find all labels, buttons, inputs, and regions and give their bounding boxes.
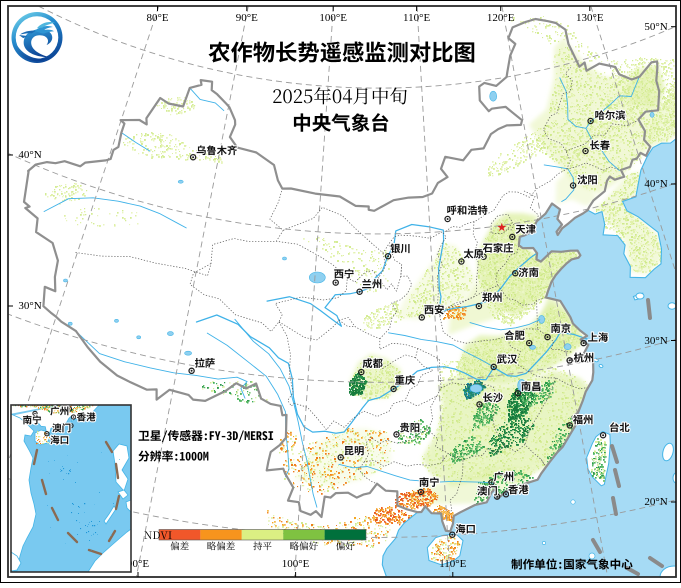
svg-text:40°N: 40°N	[644, 178, 667, 190]
svg-text:110°E: 110°E	[403, 12, 430, 24]
svg-text:100°E: 100°E	[282, 558, 310, 570]
svg-text:20°N: 20°N	[644, 496, 667, 508]
svg-text:90°E: 90°E	[236, 12, 258, 24]
svg-text:130°E: 130°E	[576, 12, 604, 24]
svg-text:30°N: 30°N	[18, 300, 41, 312]
svg-text:100°E: 100°E	[319, 12, 347, 24]
svg-text:40°N: 40°N	[18, 149, 41, 161]
svg-text:80°E: 80°E	[146, 12, 168, 24]
svg-text:90°E: 90°E	[127, 558, 149, 570]
svg-text:30°N: 30°N	[644, 335, 667, 347]
svg-text:50°N: 50°N	[644, 21, 667, 33]
svg-text:110°E: 110°E	[439, 558, 466, 570]
svg-text:120°E: 120°E	[487, 12, 515, 24]
